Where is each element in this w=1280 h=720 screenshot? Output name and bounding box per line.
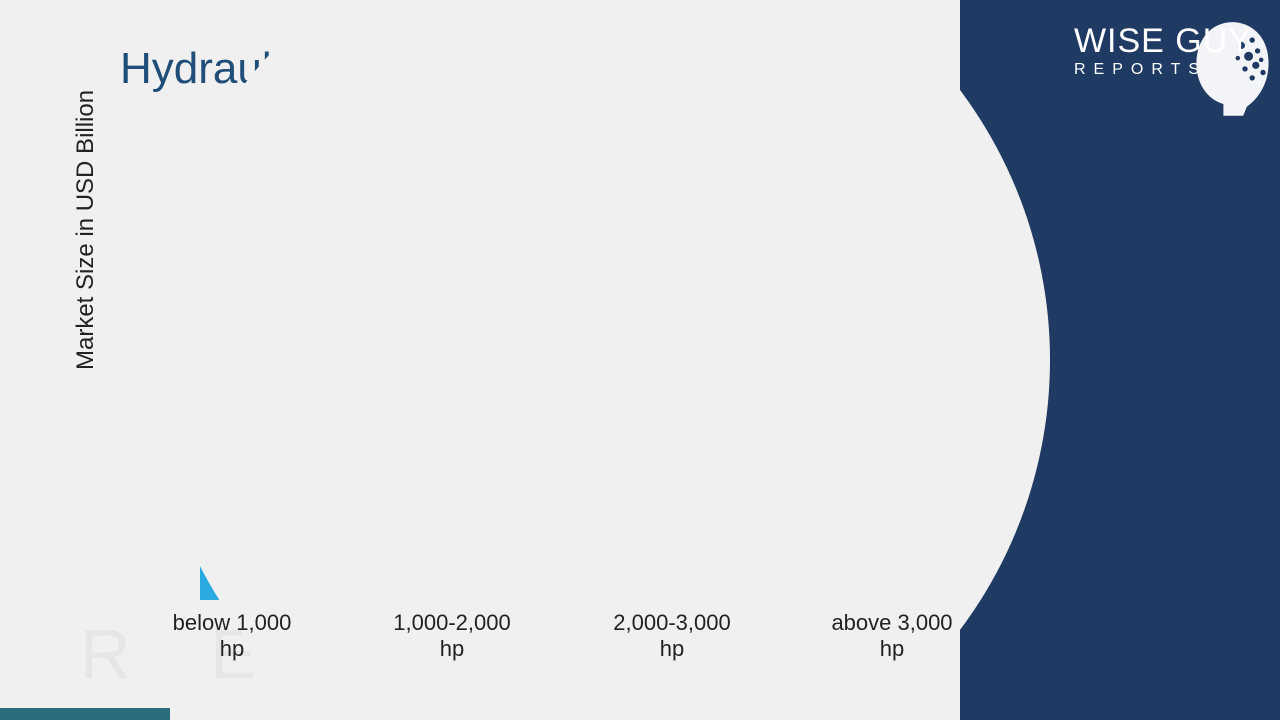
x-axis-label: above 3,000 hp [822,610,962,663]
y-axis-label: Market Size in USD Billion [72,90,100,370]
brand-text: WISE GUY REPORTS [1074,24,1252,78]
brand-panel: WISE GUY REPORTS [960,0,1280,720]
x-axis-label: 2,000-3,000 hp [602,610,742,663]
chart-canvas: WISE GUY R E P O R T S Hydraulic Top Dri… [0,0,1280,720]
x-axis-label: 1,000-2,000 hp [382,610,522,663]
footer-accent-bar [0,708,170,720]
x-axis-label: below 1,000 hp [162,610,302,663]
brand-line2: REPORTS [1074,62,1252,78]
brand-line1: WISE GUY [1074,24,1252,58]
